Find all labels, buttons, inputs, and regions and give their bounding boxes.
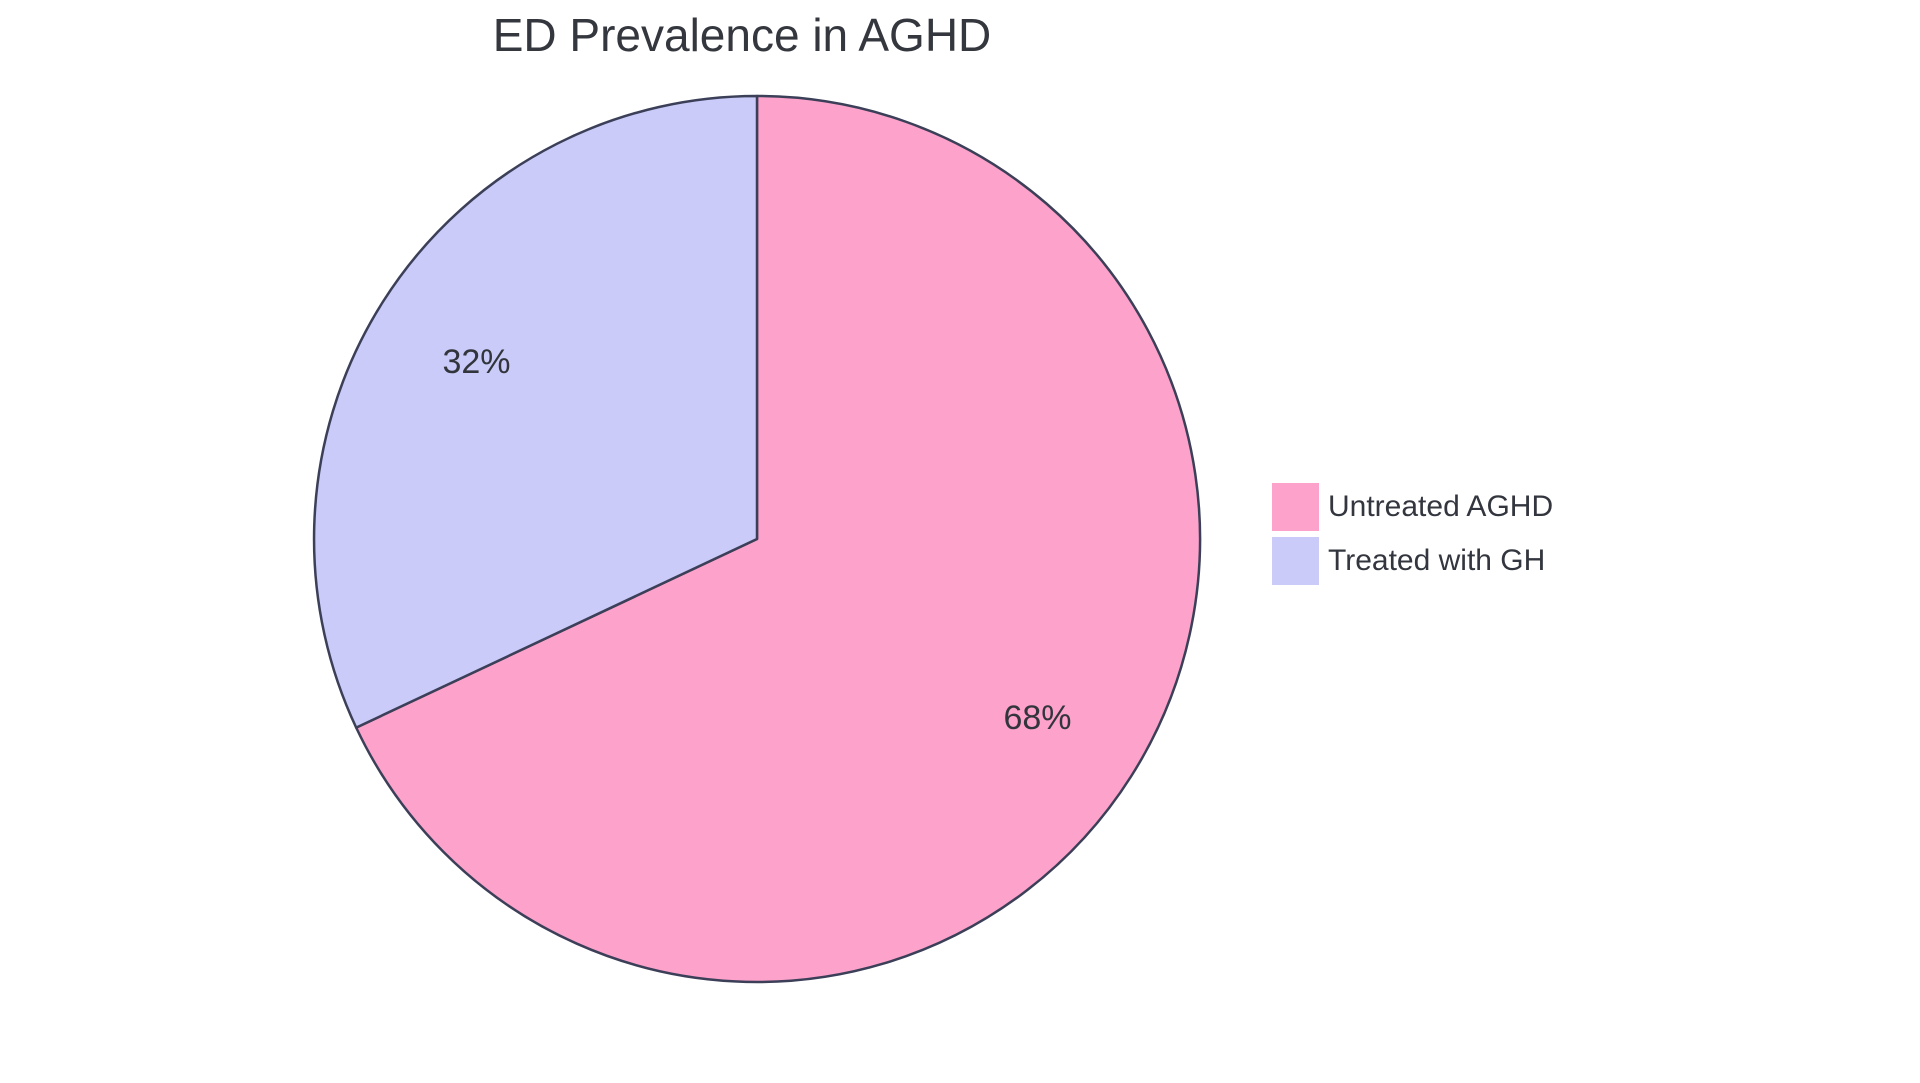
pie-slice-treated-with-gh[interactable] bbox=[312, 94, 759, 729]
pie-slice-untreated-aghd[interactable] bbox=[354, 94, 1202, 984]
slice-percent-label: 68% bbox=[1003, 699, 1071, 737]
legend-swatch bbox=[1272, 537, 1319, 585]
legend-item-untreated-aghd[interactable]: Untreated AGHD bbox=[1272, 483, 1553, 531]
legend-item-treated-with-gh[interactable]: Treated with GH bbox=[1272, 537, 1553, 585]
legend-label: Untreated AGHD bbox=[1328, 490, 1554, 523]
chart-title: ED Prevalence in AGHD bbox=[492, 9, 992, 61]
legend-swatch bbox=[1272, 483, 1319, 531]
legend: Untreated AGHD Treated with GH bbox=[1272, 483, 1553, 585]
slice-percent-label: 32% bbox=[442, 343, 510, 381]
pie-slice-labels: 68% 32% bbox=[442, 343, 1071, 737]
pie-slices bbox=[312, 94, 1202, 984]
legend-label: Treated with GH bbox=[1328, 544, 1546, 577]
